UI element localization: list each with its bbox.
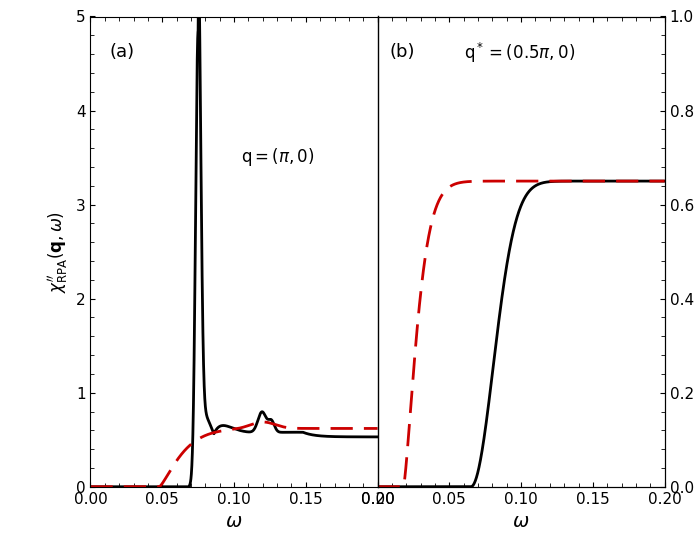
Text: q$=(\pi,0)$: q$=(\pi,0)$	[242, 146, 315, 168]
$\Delta_{xs}$	[373, 425, 381, 432]
Text: (a): (a)	[109, 43, 134, 61]
$\Delta_{S^*}$	[373, 433, 381, 440]
Y-axis label: $\chi^{\prime\prime}_{\mathrm{RPA}}(\mathbf{q},\omega)$: $\chi^{\prime\prime}_{\mathrm{RPA}}(\mat…	[47, 211, 70, 293]
$\Delta_{xs}$	[209, 430, 218, 436]
X-axis label: $\omega$: $\omega$	[512, 512, 530, 531]
$\Delta_{xs}$	[207, 430, 215, 437]
$\Delta_{S^*}$	[350, 433, 358, 440]
$\Delta_{S^*}$	[194, 13, 203, 20]
$\Delta_{S^*}$	[86, 483, 95, 490]
$\Delta_{S^*}$	[209, 430, 218, 436]
Line: $\Delta_{S^*}$: $\Delta_{S^*}$	[90, 16, 377, 487]
$\Delta_{xs}$	[295, 425, 303, 432]
$\Delta_{xs}$	[365, 425, 373, 432]
Legend: $\Delta_{S^*}$, $\Delta_{xs}$: $\Delta_{S^*}$, $\Delta_{xs}$	[538, 25, 642, 90]
$\Delta_{xs}$	[350, 425, 358, 432]
$\Delta_{xs}$	[223, 427, 231, 433]
$\Delta_{S^*}$	[223, 423, 231, 430]
$\Delta_{xs}$	[259, 419, 267, 425]
$\Delta_{S^*}$	[365, 433, 373, 440]
Text: q$^*=(0.5\pi,0)$: q$^*=(0.5\pi,0)$	[464, 41, 575, 65]
$\Delta_{xs}$	[86, 483, 95, 490]
Text: (b): (b)	[389, 43, 415, 61]
Line: $\Delta_{xs}$: $\Delta_{xs}$	[90, 422, 377, 487]
$\Delta_{S^*}$	[207, 424, 215, 430]
$\Delta_{S^*}$	[295, 429, 303, 436]
X-axis label: $\omega$: $\omega$	[226, 512, 243, 531]
